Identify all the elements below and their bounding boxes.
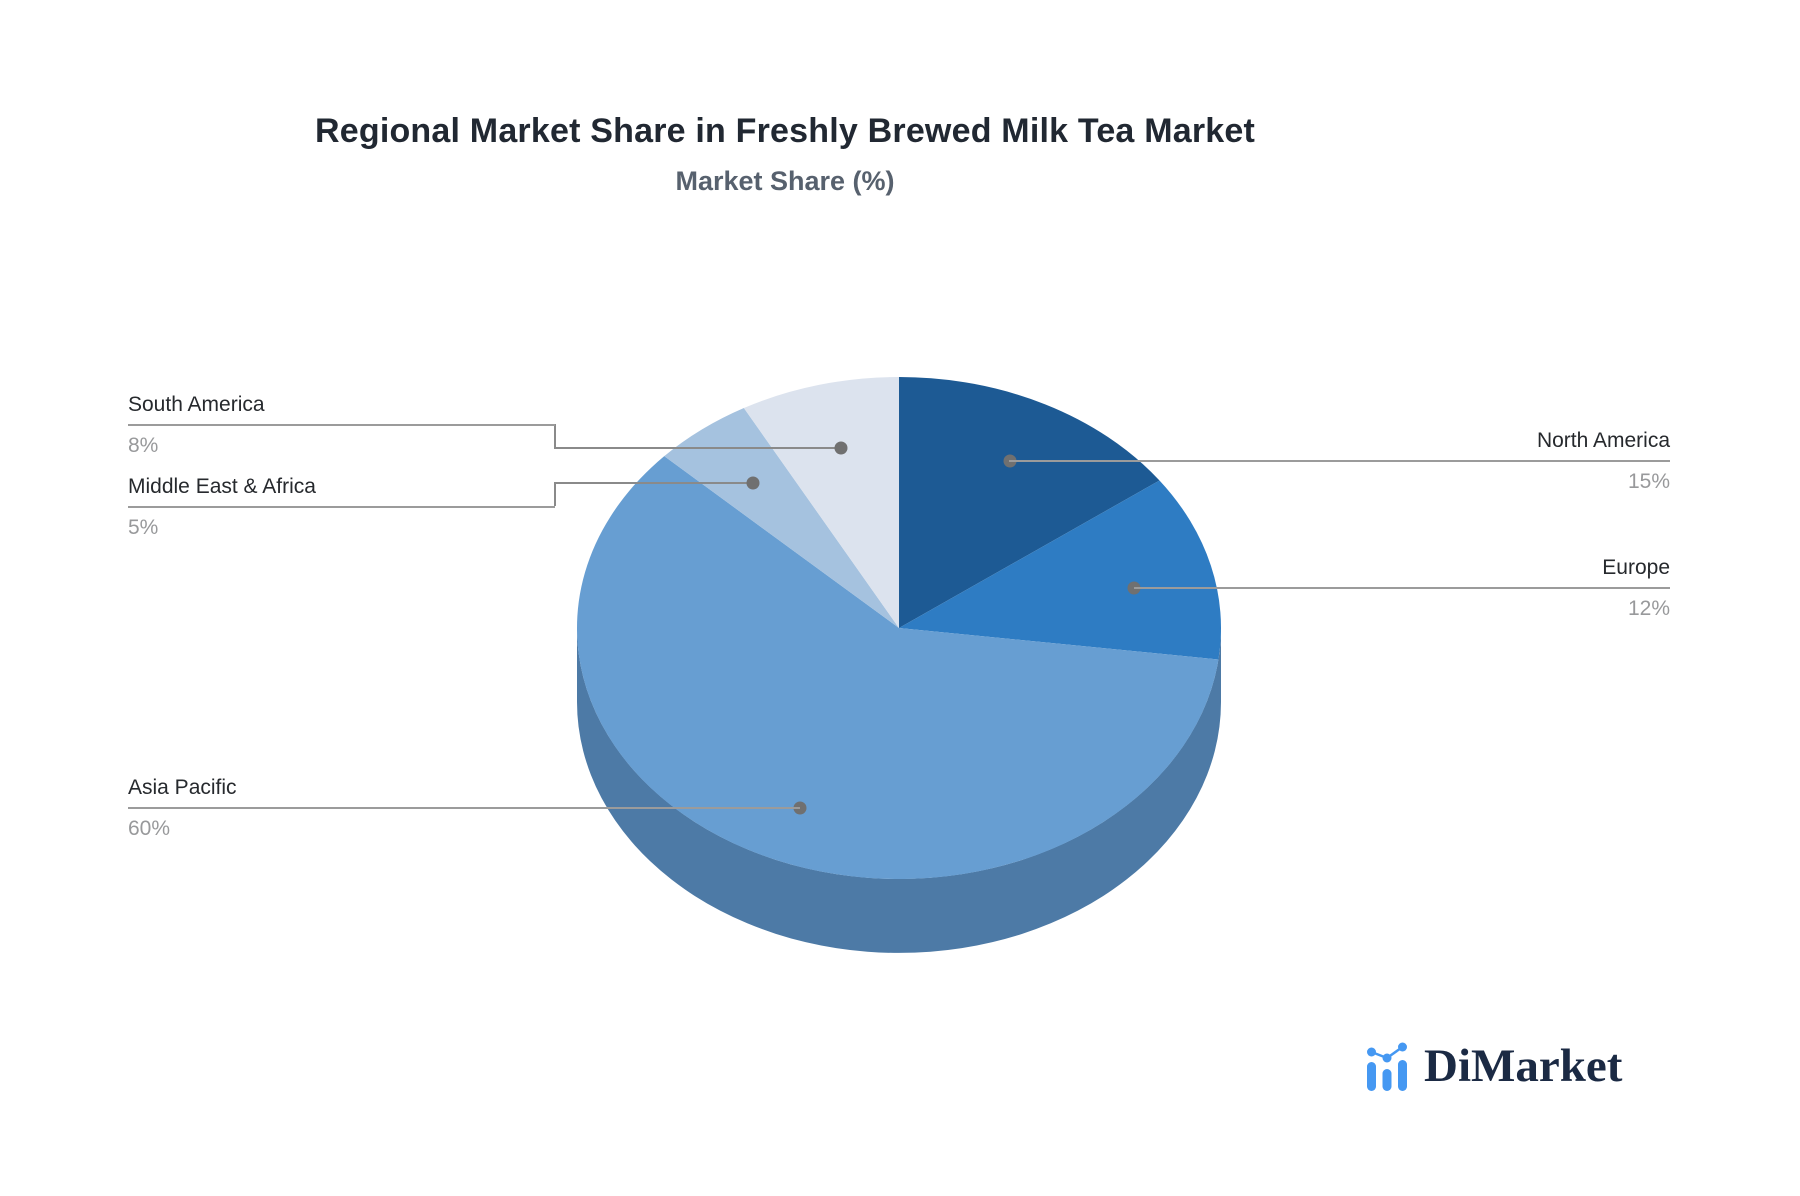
segment-value: 8% xyxy=(128,434,159,457)
segment-name: South America xyxy=(128,392,555,426)
segment-name: Europe xyxy=(1134,555,1670,589)
leader-line xyxy=(554,482,753,506)
segment-name: Asia Pacific xyxy=(128,775,800,809)
leader-dot xyxy=(834,441,848,455)
segment-value: 12% xyxy=(1627,597,1670,620)
pie-slice-middle-east-africa xyxy=(664,408,899,628)
pie-depth-rim xyxy=(577,628,1221,953)
leader-dot xyxy=(793,801,807,815)
chart-title: Regional Market Share in Freshly Brewed … xyxy=(314,112,1255,150)
pie-label-south-america: South America 8% xyxy=(128,392,555,459)
segment-value: 15% xyxy=(1627,470,1670,493)
brand-logo: DiMarket xyxy=(1365,1040,1622,1092)
pie-label-middle-east-africa: Middle East & Africa 5% xyxy=(128,474,555,541)
pie-label-asia-pacific: Asia Pacific 60% xyxy=(128,775,800,842)
brand-name: DiMarket xyxy=(1424,1040,1623,1092)
segment-value: 60% xyxy=(128,817,171,840)
segment-name: North America xyxy=(1009,428,1670,462)
pie-slice-north-america xyxy=(899,377,1160,628)
leader-dot xyxy=(746,476,760,490)
pie-label-north-america: North America 15% xyxy=(1009,428,1670,495)
segment-name: Middle East & Africa xyxy=(128,474,555,508)
bar-chart-logo-icon xyxy=(1367,1042,1407,1091)
chart-subtitle: Market Share (%) xyxy=(675,166,895,196)
pie-slice-asia-pacific xyxy=(577,456,1219,879)
pie-slice-south-america xyxy=(743,377,899,628)
leader-line xyxy=(554,424,841,449)
segment-value: 5% xyxy=(128,516,159,539)
pie-label-europe: Europe 12% xyxy=(1134,555,1670,622)
pie-slice-europe xyxy=(899,480,1221,660)
